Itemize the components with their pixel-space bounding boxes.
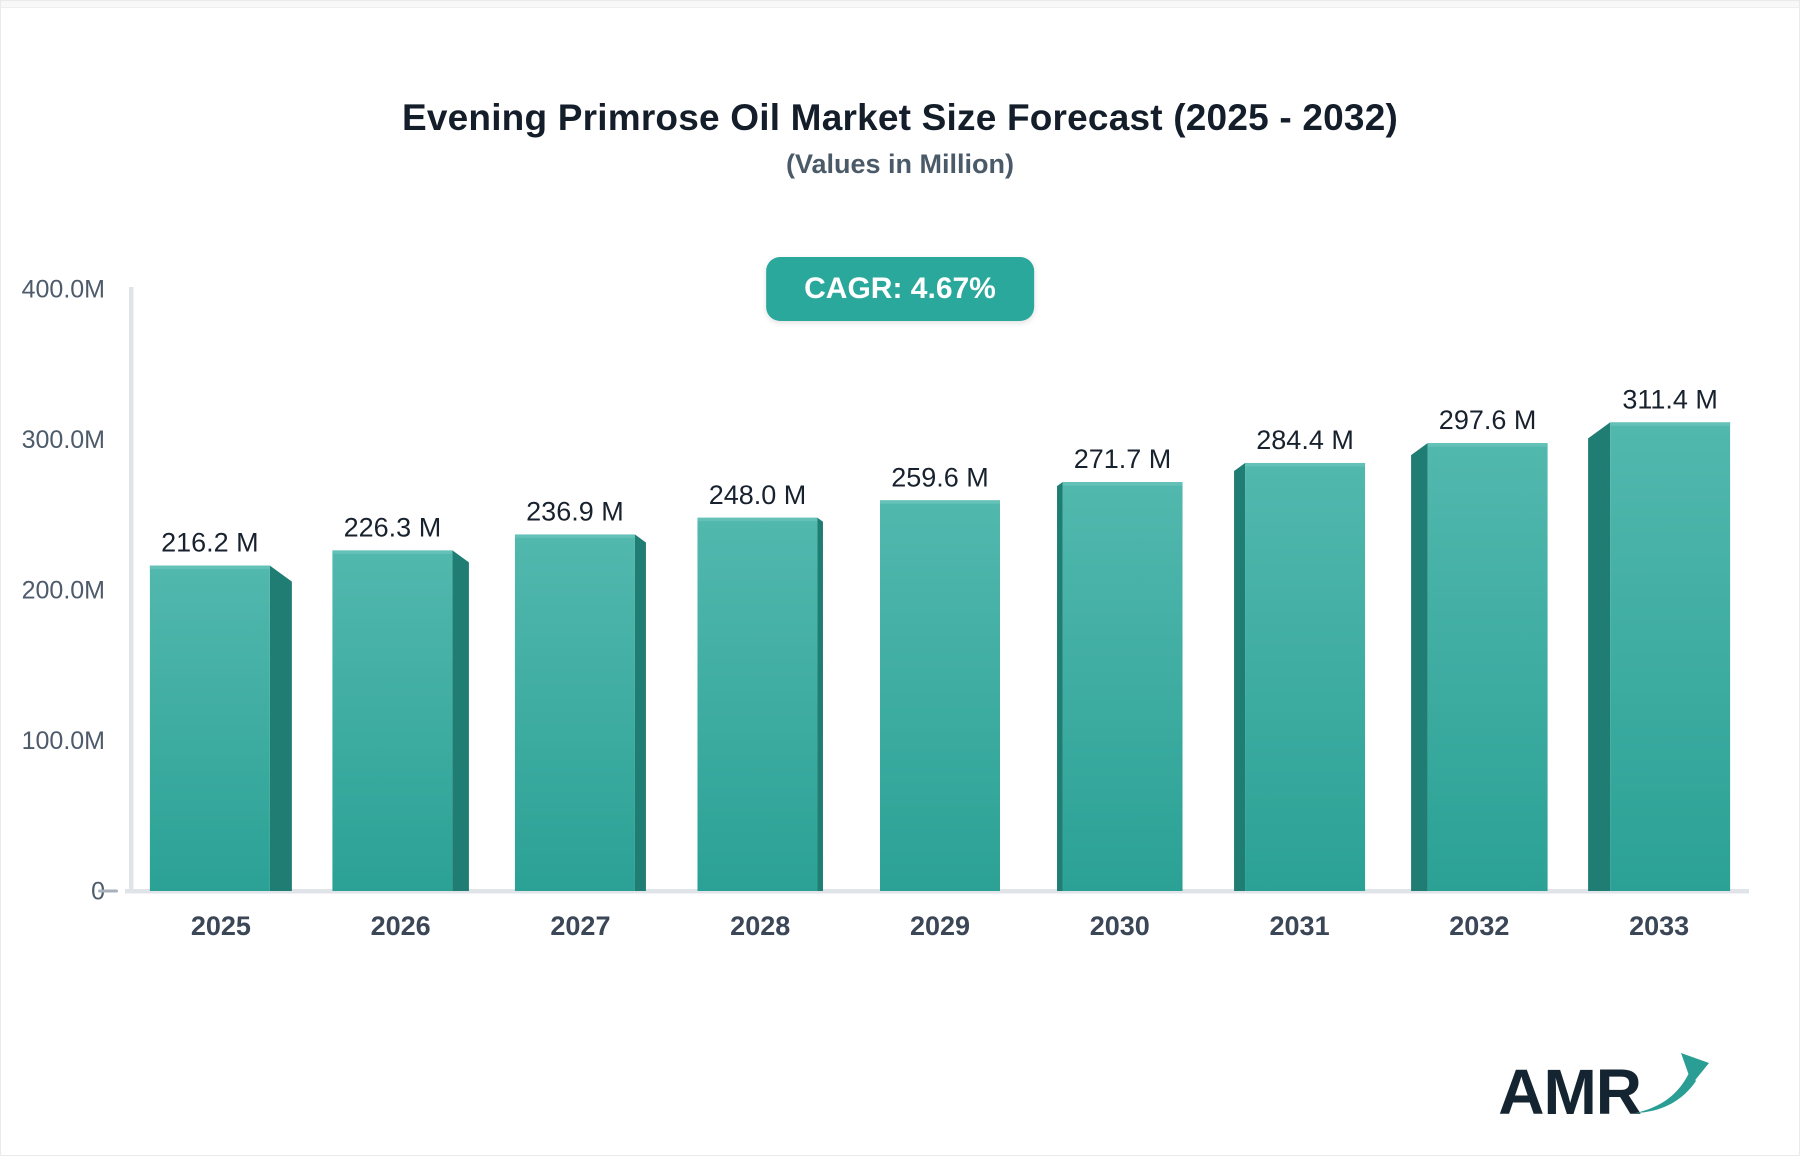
y-axis-label-300: 300.0M (22, 426, 105, 454)
bar-2030 (1062, 482, 1183, 891)
y-axis-line (129, 287, 134, 893)
bar-value-label-2030: 271.7 M (1074, 444, 1172, 474)
bar-side-face-2026 (452, 550, 469, 891)
bar-top-edge-2031 (1245, 462, 1366, 467)
x-axis-label-2027: 2027 (550, 911, 610, 941)
bar-side-face-2031 (1234, 462, 1246, 891)
chart-title: Evening Primrose Oil Market Size Forecas… (401, 97, 1399, 138)
bar-2033 (1610, 422, 1731, 891)
bar-value-label-2027: 236.9 M (526, 496, 624, 526)
chart-subtitle: (Values in Million) (785, 149, 1015, 179)
bar-value-label-2026: 226.3 M (344, 512, 442, 542)
bar-top-edge-2026 (332, 550, 453, 554)
x-axis-label-2029: 2029 (910, 911, 970, 941)
page-edge-strip (1, 1, 1799, 8)
bar-value-label-2025: 216.2 M (161, 528, 259, 558)
bar-top-edge-2027 (514, 534, 635, 538)
bar-top-edge-2025 (149, 565, 270, 570)
bar-side-face-2028 (817, 517, 823, 891)
y-axis-label-200: 200.0M (22, 577, 105, 605)
y-axis-label-400: 400.0M (22, 276, 105, 304)
bar-top-edge-2033 (1610, 422, 1731, 426)
bar-side-face-2027 (634, 534, 646, 891)
bar-2027 (514, 534, 635, 891)
bar-side-face-2025 (269, 565, 292, 891)
bar-2028 (697, 517, 818, 891)
x-axis-label-2025: 2025 (191, 911, 251, 941)
bar-2026 (332, 550, 453, 891)
bar-side-face-2030 (1057, 482, 1063, 891)
cagr-badge: CAGR: 4.67% (766, 257, 1034, 321)
x-axis-label-2033: 2033 (1629, 911, 1689, 941)
bar-top-edge-2028 (697, 517, 818, 522)
x-axis-label-2032: 2032 (1449, 911, 1509, 941)
bar-2031 (1245, 462, 1366, 891)
bar-2032 (1427, 443, 1548, 891)
bar-2025 (149, 565, 270, 891)
bar-value-label-2033: 311.4 M (1622, 384, 1718, 414)
bar-side-face-2032 (1411, 443, 1428, 891)
amr-logo: AMR (1498, 1051, 1711, 1129)
x-axis-label-2026: 2026 (371, 911, 431, 941)
logo-arrow-icon (1635, 1053, 1709, 1113)
bar-value-label-2029: 259.6 M (891, 462, 989, 492)
bar-top-edge-2030 (1062, 482, 1183, 486)
x-axis-label-2028: 2028 (730, 911, 790, 941)
bar-2029 (880, 500, 1000, 891)
bar-top-edge-2032 (1427, 443, 1548, 447)
bar-value-label-2031: 284.4 M (1256, 425, 1354, 455)
logo-text: AMR (1498, 1056, 1642, 1129)
y-axis-label-0: 0 (91, 878, 105, 906)
x-axis-label-2031: 2031 (1270, 911, 1330, 941)
y-axis-label-100: 100.0M (22, 727, 105, 755)
bar-value-label-2032: 297.6 M (1439, 405, 1537, 435)
bar-side-face-2033 (1588, 422, 1611, 891)
bar-top-edge-2029 (880, 500, 1000, 504)
x-axis-line (125, 889, 1749, 894)
x-axis-label-2030: 2030 (1090, 911, 1150, 941)
y-axis-zero-tick (98, 889, 118, 893)
bar-value-label-2028: 248.0 M (709, 480, 807, 510)
